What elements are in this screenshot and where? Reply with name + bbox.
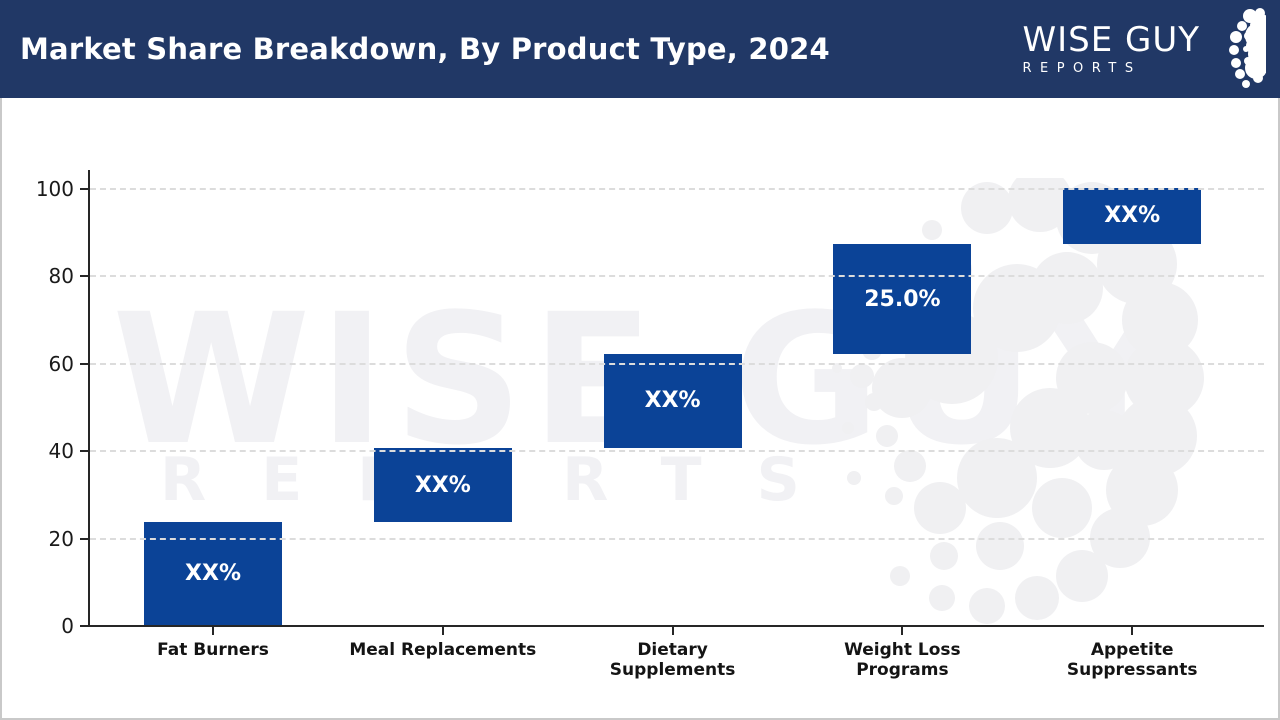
logo-face-icon bbox=[1229, 8, 1266, 88]
y-axis-spine bbox=[88, 170, 90, 627]
page-title: Market Share Breakdown, By Product Type,… bbox=[20, 32, 830, 66]
x-tick-appetite-suppressants bbox=[1131, 627, 1134, 635]
y-tick-20 bbox=[80, 537, 88, 540]
bar-dietary-supplements: XX% bbox=[603, 353, 742, 448]
x-category-label-appetite-suppressants: Appetite Suppressants bbox=[1066, 640, 1198, 680]
bar-meal-replacements: XX% bbox=[373, 447, 512, 523]
bar-value-label-dietary-supplements: XX% bbox=[644, 388, 701, 414]
x-category-label-dietary-supplements: Dietary Supplements bbox=[609, 640, 736, 680]
x-axis-spine bbox=[88, 625, 1264, 627]
gridline-80 bbox=[90, 275, 1264, 277]
bar-value-label-fat-burners: XX% bbox=[185, 561, 241, 587]
x-category-label-meal-replacements: Meal Replacements bbox=[349, 640, 537, 660]
x-tick-fat-burners bbox=[212, 627, 214, 635]
logo-subtitle: REPORTS bbox=[1022, 61, 1142, 76]
header-bar: Market Share Breakdown, By Product Type,… bbox=[0, 0, 1280, 98]
bar-weight-loss-programs: 25.0% bbox=[833, 244, 972, 354]
bar-appetite-suppressants: XX% bbox=[1063, 187, 1202, 245]
bar-value-label-meal-replacements: XX% bbox=[414, 472, 471, 498]
gridline-60 bbox=[90, 362, 1264, 365]
y-tick-40 bbox=[80, 450, 88, 452]
y-tick-label-80: 80 bbox=[48, 264, 74, 288]
gridline-100 bbox=[90, 187, 1264, 190]
wise-guy-logo: WISE GUY REPORTS bbox=[1022, 0, 1266, 98]
y-tick-label-60: 60 bbox=[48, 351, 74, 376]
gridline-20 bbox=[90, 537, 1264, 540]
x-tick-weight-loss-programs bbox=[901, 627, 904, 635]
logo-name: WISE GUY bbox=[1022, 20, 1200, 60]
chart-section: WISE GUY REPORTS 020 bbox=[0, 98, 1280, 720]
x-category-label-weight-loss-programs: Weight Loss Programs bbox=[844, 640, 961, 680]
x-tick-meal-replacements bbox=[441, 627, 444, 635]
x-category-label-fat-burners: Fat Burners bbox=[157, 640, 269, 660]
y-tick-label-20: 20 bbox=[48, 526, 74, 551]
y-tick-100 bbox=[80, 187, 88, 190]
y-tick-80 bbox=[80, 275, 88, 277]
y-tick-label-40: 40 bbox=[48, 439, 74, 463]
y-tick-60 bbox=[80, 362, 88, 365]
y-tick-label-0: 0 bbox=[61, 614, 74, 638]
x-tick-dietary-supplements bbox=[671, 627, 674, 635]
bar-value-label-weight-loss-programs: 25.0% bbox=[864, 286, 941, 312]
bar-value-label-appetite-suppressants: XX% bbox=[1104, 203, 1161, 229]
y-tick-label-100: 100 bbox=[35, 176, 74, 201]
y-tick-0 bbox=[80, 625, 88, 627]
gridline-40 bbox=[90, 450, 1264, 452]
